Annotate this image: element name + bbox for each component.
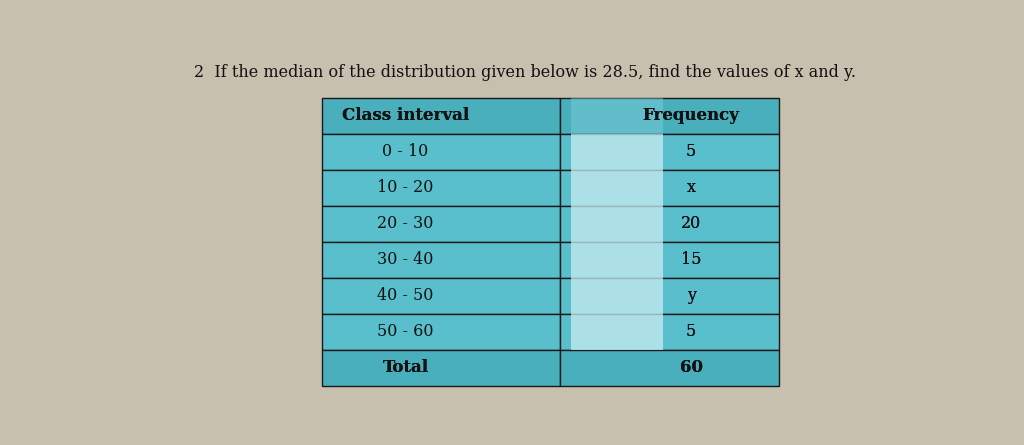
Bar: [323, 206, 560, 242]
Text: 5: 5: [686, 324, 696, 340]
Bar: [560, 170, 778, 206]
Text: y: y: [687, 287, 695, 304]
Text: x: x: [687, 179, 695, 196]
Text: 60: 60: [680, 359, 702, 376]
Text: 60: 60: [680, 359, 702, 376]
Bar: [560, 206, 778, 242]
Bar: [323, 134, 560, 170]
Bar: [560, 314, 778, 350]
Text: Frequency: Frequency: [643, 107, 739, 125]
Text: 20: 20: [681, 215, 701, 232]
Bar: [570, 314, 663, 350]
Bar: [560, 350, 778, 386]
Text: y: y: [687, 287, 695, 304]
Bar: [323, 242, 560, 278]
Text: 40 - 50: 40 - 50: [377, 287, 434, 304]
Bar: [560, 278, 778, 314]
Bar: [570, 98, 663, 134]
Text: 15: 15: [681, 251, 701, 268]
Bar: [323, 314, 560, 350]
Bar: [570, 242, 663, 278]
Text: 5: 5: [686, 143, 696, 160]
Bar: [570, 170, 663, 206]
Bar: [570, 278, 663, 314]
Bar: [570, 206, 663, 242]
Bar: [560, 98, 778, 134]
Text: Total: Total: [382, 359, 429, 376]
Text: 5: 5: [686, 324, 696, 340]
Bar: [560, 242, 778, 278]
Text: Frequency: Frequency: [643, 107, 739, 125]
Bar: [323, 278, 560, 314]
Text: 10 - 20: 10 - 20: [377, 179, 434, 196]
Text: 5: 5: [686, 143, 696, 160]
Text: 15: 15: [681, 251, 701, 268]
Text: 20: 20: [681, 215, 701, 232]
Text: 50 - 60: 50 - 60: [377, 324, 434, 340]
Text: Total: Total: [382, 359, 429, 376]
Text: Class interval: Class interval: [342, 107, 469, 125]
Text: x: x: [687, 179, 695, 196]
Bar: [323, 350, 560, 386]
Bar: [323, 98, 560, 134]
Text: 20 - 30: 20 - 30: [377, 215, 434, 232]
Text: 30 - 40: 30 - 40: [377, 251, 434, 268]
Bar: [323, 170, 560, 206]
Text: 2  If the median of the distribution given below is 28.5, find the values of x a: 2 If the median of the distribution give…: [194, 64, 856, 81]
Text: Class interval: Class interval: [342, 107, 469, 125]
Bar: [570, 134, 663, 170]
Bar: [560, 134, 778, 170]
Text: 0 - 10: 0 - 10: [382, 143, 429, 160]
